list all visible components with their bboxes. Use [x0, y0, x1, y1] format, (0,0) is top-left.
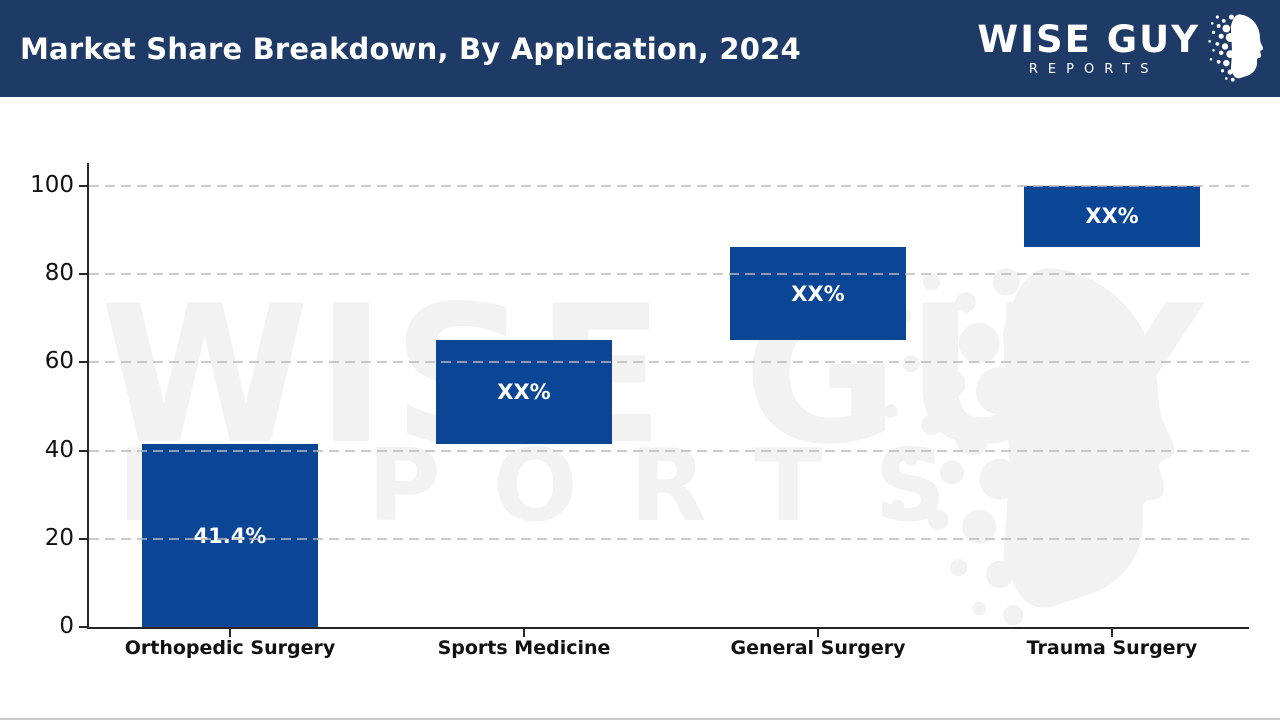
- x-category-label: Sports Medicine: [437, 637, 611, 659]
- gridline: [89, 361, 1249, 364]
- x-tick-mark: [229, 629, 231, 637]
- x-tick-mark: [817, 629, 819, 637]
- x-category-label: Orthopedic Surgery: [124, 637, 336, 659]
- y-tick-label: 80: [44, 260, 74, 287]
- y-tick-label: 20: [44, 524, 74, 551]
- y-tick-mark: [79, 537, 87, 540]
- gridline: [89, 449, 1249, 452]
- y-tick-mark: [79, 185, 87, 187]
- bar-value-label: 41.4%: [193, 523, 267, 548]
- y-tick-mark: [79, 626, 87, 628]
- wise-guy-reports-logo: WISE GUY REPORTS: [977, 9, 1280, 89]
- logo-text: WISE GUY REPORTS: [977, 21, 1200, 77]
- bar-value-label: XX%: [791, 281, 845, 306]
- bar: XX%: [436, 340, 612, 445]
- page-title: Market Share Breakdown, By Application, …: [20, 31, 801, 66]
- x-tick-mark: [523, 629, 525, 637]
- y-tick-mark: [79, 449, 87, 452]
- bar: XX%: [1024, 186, 1200, 247]
- header-banner: Market Share Breakdown, By Application, …: [0, 0, 1280, 97]
- x-category-label: Trauma Surgery: [1026, 637, 1198, 659]
- head-profile-icon: [1208, 13, 1264, 82]
- chart-area: WISE GUY REPORTS 0 20 40 60 80 100 41.4% Orthop…: [0, 97, 1280, 718]
- logo-subtitle: REPORTS: [1028, 61, 1159, 77]
- gridline: [89, 185, 1249, 187]
- watermark-head-icon: [884, 268, 1175, 626]
- y-tick-mark: [79, 273, 87, 276]
- gridline: [89, 537, 1249, 540]
- y-tick-label: 40: [44, 436, 74, 463]
- bar-value-label: XX%: [497, 380, 551, 405]
- logo-wordmark: WISE GUY: [977, 17, 1200, 61]
- x-category-label: General Surgery: [730, 637, 906, 659]
- bar-value-label: XX%: [1085, 204, 1139, 229]
- y-tick-label: 60: [44, 348, 74, 375]
- x-tick-mark: [1111, 629, 1113, 637]
- bar: XX%: [730, 246, 906, 341]
- gridline: [89, 273, 1249, 276]
- y-axis-line: [87, 163, 89, 629]
- y-tick-label: 100: [30, 172, 74, 198]
- bar: 41.4%: [142, 444, 318, 627]
- y-tick-label: 0: [59, 613, 74, 639]
- x-axis-line: [87, 627, 1249, 629]
- y-tick-mark: [79, 361, 87, 364]
